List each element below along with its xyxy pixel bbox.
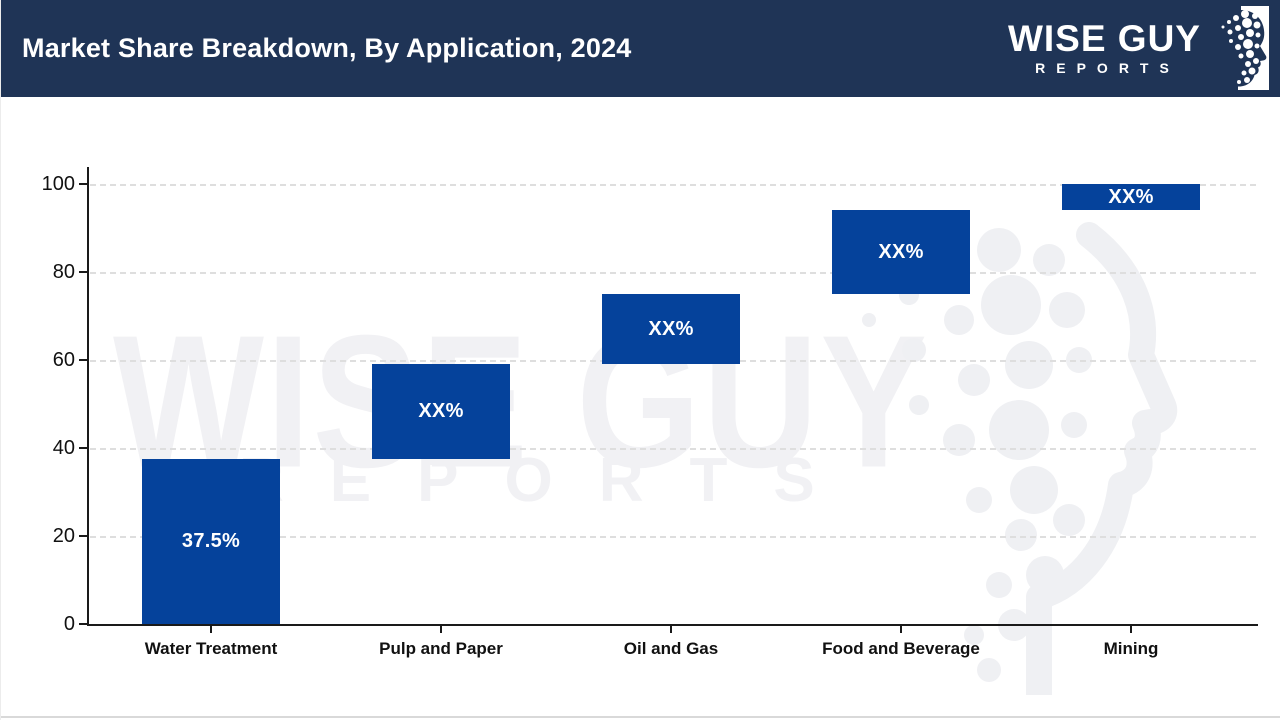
y-axis-tick — [79, 623, 88, 625]
y-axis-tick-label: 60 — [52, 349, 75, 371]
y-axis-tick-label: 0 — [63, 613, 75, 635]
gridline — [90, 536, 1256, 538]
brand-logo-text: WISE GUY REPORTS — [1007, 18, 1201, 76]
watermark-text-reports: REPORTS — [239, 446, 861, 515]
x-axis-category-label: Pulp and Paper — [379, 639, 503, 658]
chart-bar: XX% — [832, 210, 970, 294]
brand-name: WISE GUY — [1007, 18, 1201, 60]
y-axis-tick — [79, 535, 88, 537]
x-axis-tick — [210, 626, 212, 633]
gridline — [90, 184, 1256, 186]
bar-value-label: XX% — [1108, 185, 1154, 208]
gridline — [90, 448, 1256, 450]
y-axis-tick — [79, 271, 88, 273]
x-axis-tick — [900, 626, 902, 633]
bar-value-label: XX% — [648, 317, 694, 340]
y-axis-tick — [79, 359, 88, 361]
bottom-divider — [1, 716, 1280, 718]
y-axis-tick-label: 80 — [52, 261, 75, 283]
y-axis-tick-label: 100 — [41, 173, 75, 195]
x-axis-category-label: Water Treatment — [144, 639, 278, 658]
y-axis-tick-label: 20 — [52, 525, 75, 547]
x-axis-tick — [670, 626, 672, 633]
bar-value-label: XX% — [878, 240, 924, 263]
bar-value-label: 37.5% — [181, 530, 241, 552]
y-axis-tick — [79, 183, 88, 185]
y-axis-tick — [79, 447, 88, 449]
header-bar: Market Share Breakdown, By Application, … — [1, 0, 1280, 97]
x-axis-category-label: Oil and Gas — [623, 639, 719, 658]
chart-bar: XX% — [602, 294, 740, 365]
y-axis-tick-label: 40 — [52, 437, 75, 459]
x-axis-tick — [440, 626, 442, 633]
gridline — [90, 272, 1256, 274]
x-axis-line — [87, 624, 1258, 626]
y-axis-line — [87, 167, 89, 626]
brand-logo: WISE GUY REPORTS — [1008, 6, 1269, 90]
x-axis-category-label: Mining — [1103, 639, 1159, 658]
chart-bar: XX% — [1062, 184, 1200, 211]
brand-subname: REPORTS — [1035, 59, 1180, 76]
chart-area: WISE GUY REPORTS 37.5% XX% XX% XX% XX% 0 20 40… — [1, 97, 1280, 720]
chart-bar: 37.5% — [142, 459, 280, 624]
chart-title: Market Share Breakdown, By Application, … — [22, 33, 632, 63]
chart-bar: XX% — [372, 364, 510, 459]
x-axis-category-label: Food and Beverage — [822, 639, 980, 658]
bar-value-label: XX% — [418, 400, 464, 423]
brand-face-icon — [1221, 6, 1269, 90]
x-axis-tick — [1130, 626, 1132, 633]
